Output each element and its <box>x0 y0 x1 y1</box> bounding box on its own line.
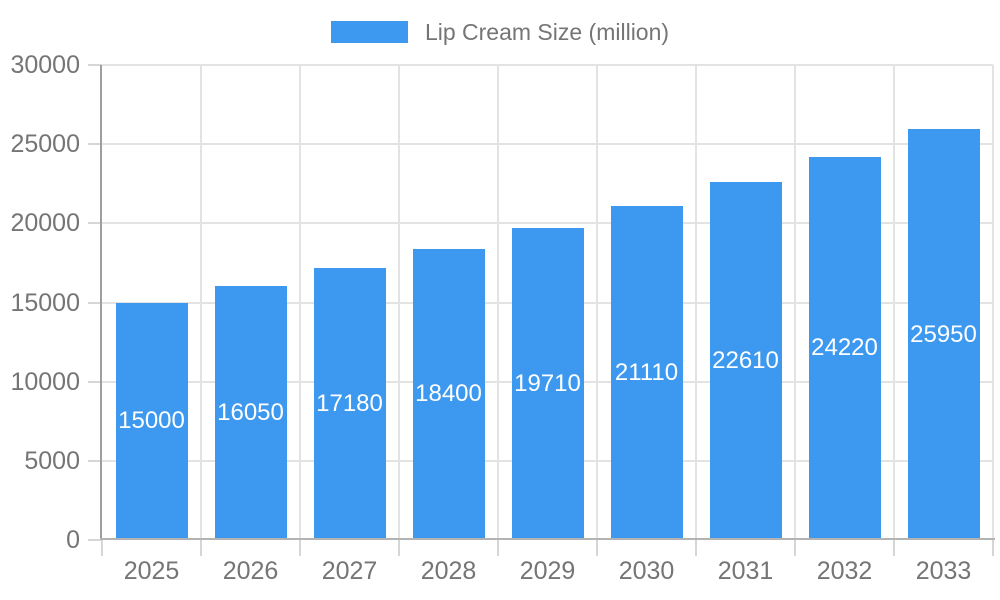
x-axis-tick <box>893 540 895 556</box>
x-axis-tick <box>695 540 697 556</box>
bar[interactable] <box>412 248 485 538</box>
x-axis-tick <box>299 540 301 556</box>
bar-value-label: 16050 <box>217 398 284 426</box>
x-axis-label: 2031 <box>717 557 774 585</box>
bar-value-label: 24220 <box>811 334 878 362</box>
gridline-vertical <box>794 65 796 540</box>
bar[interactable] <box>214 285 287 538</box>
bar-value-label: 19710 <box>514 369 581 397</box>
y-axis-tick <box>88 301 102 304</box>
x-axis-label: 2026 <box>222 557 279 585</box>
x-axis-label: 2027 <box>321 557 378 585</box>
y-axis-line <box>100 65 102 540</box>
x-axis-tick <box>992 540 994 556</box>
x-axis-tick <box>596 540 598 556</box>
legend: Lip Cream Size (million) <box>0 14 1000 50</box>
gridline-vertical <box>893 65 895 540</box>
x-axis-label: 2025 <box>123 557 180 585</box>
x-axis-label: 2028 <box>420 557 477 585</box>
gridline-horizontal <box>102 143 993 146</box>
y-axis-tick <box>88 64 102 66</box>
gridline-vertical <box>596 65 598 540</box>
y-axis-tick <box>88 380 102 383</box>
bar-value-label: 15000 <box>118 407 185 435</box>
y-axis-label: 20000 <box>10 209 80 238</box>
x-axis-label: 2032 <box>816 557 873 585</box>
gridline-horizontal <box>102 64 993 66</box>
bar-value-label: 21110 <box>614 358 679 386</box>
bar-value-label: 18400 <box>415 380 482 408</box>
bar[interactable] <box>610 205 683 538</box>
x-axis-tick <box>794 540 796 556</box>
x-axis-tick <box>497 540 499 556</box>
bar[interactable] <box>709 182 782 538</box>
bar-value-label: 25950 <box>910 320 977 348</box>
x-axis-tick <box>398 540 400 556</box>
y-axis-tick <box>88 143 102 146</box>
bar[interactable] <box>808 156 881 538</box>
x-axis-label: 2033 <box>915 557 972 585</box>
gridline-vertical <box>992 65 994 540</box>
gridline-vertical <box>497 65 499 540</box>
legend-swatch <box>330 21 408 43</box>
gridline-vertical <box>200 65 202 540</box>
y-axis-label: 10000 <box>10 367 80 396</box>
y-axis-tick <box>88 539 102 541</box>
bar[interactable] <box>511 227 584 538</box>
bar[interactable] <box>313 267 386 538</box>
y-axis-tick <box>88 459 102 462</box>
bar[interactable] <box>115 302 188 538</box>
bar-value-label: 22610 <box>712 347 779 374</box>
bar[interactable] <box>907 129 980 538</box>
x-axis-label: 2030 <box>618 557 675 585</box>
x-axis-label: 2029 <box>519 557 576 585</box>
y-axis-label: 15000 <box>10 288 80 317</box>
gridline-vertical <box>299 65 301 540</box>
x-axis-line <box>100 538 995 540</box>
gridline-horizontal <box>102 222 993 225</box>
y-axis-label: 5000 <box>24 446 80 475</box>
bar-value-label: 17180 <box>316 389 383 417</box>
legend-label: Lip Cream Size (million) <box>424 18 670 45</box>
x-axis-tick <box>101 540 103 556</box>
y-axis-label: 0 <box>66 526 80 554</box>
y-axis-label: 30000 <box>10 51 80 79</box>
x-axis-tick <box>200 540 202 556</box>
gridline-vertical <box>695 65 697 540</box>
y-axis-label: 25000 <box>10 130 80 159</box>
y-axis-tick <box>88 222 102 225</box>
gridline-vertical <box>398 65 400 540</box>
